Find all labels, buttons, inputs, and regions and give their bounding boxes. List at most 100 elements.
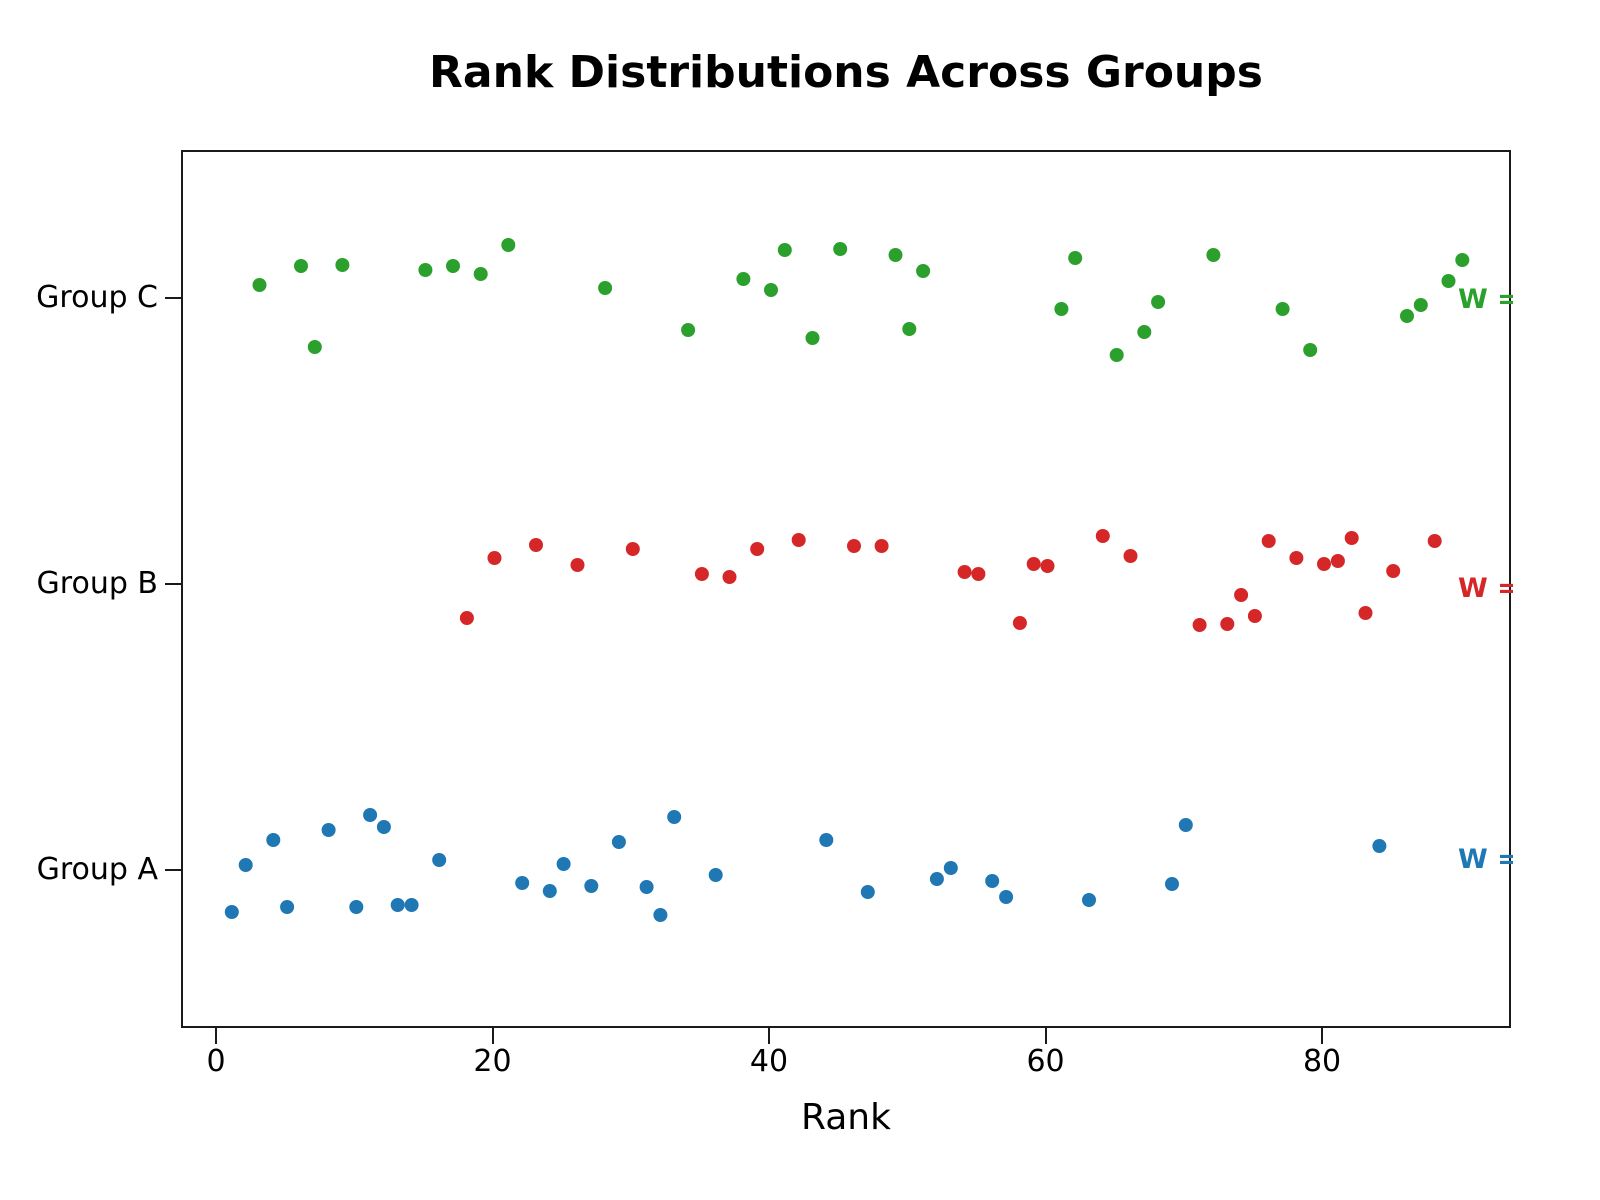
data-point (570, 558, 585, 572)
data-point (501, 238, 516, 252)
data-point (515, 876, 530, 890)
x-tick-mark (1321, 1028, 1324, 1044)
data-point (1330, 554, 1345, 568)
data-point (1054, 302, 1069, 316)
data-point (294, 259, 308, 273)
w-statistic-annotation: W = (1458, 844, 1513, 875)
data-point (1289, 551, 1304, 565)
plot-area: W = W = W = (181, 150, 1513, 1028)
data-point (611, 835, 626, 849)
data-point (1234, 588, 1249, 602)
data-point (1220, 617, 1235, 631)
data-point (1247, 609, 1262, 623)
data-point (1358, 606, 1373, 620)
data-point (584, 879, 599, 893)
data-point (1206, 248, 1221, 262)
data-point (432, 853, 447, 867)
data-point (1413, 298, 1428, 312)
x-tick-label: 80 (1302, 1044, 1342, 1079)
x-tick-mark (768, 1028, 771, 1044)
data-point (1109, 348, 1124, 362)
data-point (238, 858, 253, 872)
data-point (1344, 531, 1359, 545)
data-point (985, 874, 1000, 888)
y-tick-mark (165, 297, 181, 299)
chart-title: Rank Distributions Across Groups (429, 47, 1263, 98)
data-point (473, 267, 488, 281)
data-point (1151, 295, 1166, 309)
plot-canvas: W = W = W = (224, 238, 1513, 922)
data-point (376, 820, 391, 834)
data-point (280, 900, 295, 914)
data-point (653, 908, 668, 922)
y-tick-mark (165, 583, 181, 585)
data-point (390, 898, 405, 912)
data-point (1372, 839, 1387, 853)
data-point (556, 857, 571, 871)
data-point (459, 611, 474, 625)
data-point (1012, 616, 1027, 630)
data-point (957, 565, 972, 579)
data-point (404, 898, 419, 912)
data-point (805, 331, 820, 345)
data-point (1068, 251, 1083, 265)
data-point (349, 900, 364, 914)
data-point (1026, 557, 1041, 571)
data-point (1427, 534, 1442, 548)
y-tick-mark (165, 869, 181, 871)
data-point (750, 542, 765, 556)
data-point (1165, 877, 1179, 891)
data-point (847, 539, 861, 553)
data-point (266, 833, 281, 847)
data-point (860, 885, 875, 899)
data-point (708, 868, 723, 882)
data-point (929, 872, 944, 886)
data-point (487, 551, 502, 565)
data-point (418, 263, 433, 277)
data-point (335, 258, 350, 272)
x-tick-mark (215, 1028, 217, 1044)
data-point (888, 248, 903, 262)
data-point (667, 810, 682, 824)
data-point (321, 823, 336, 837)
data-point (943, 861, 958, 875)
data-point (1386, 564, 1401, 578)
data-point (1178, 818, 1193, 832)
data-point (542, 884, 557, 898)
data-point (363, 808, 378, 822)
data-point (736, 272, 751, 286)
data-point (307, 340, 322, 354)
data-point (902, 322, 917, 336)
data-point (722, 570, 737, 584)
data-point (1317, 557, 1331, 571)
data-point (1400, 309, 1414, 323)
data-point (681, 323, 696, 337)
data-point (819, 833, 834, 847)
x-tick-label: 0 (206, 1044, 226, 1079)
x-tick-mark (1044, 1028, 1047, 1044)
data-point (916, 264, 931, 278)
x-tick-mark (491, 1028, 494, 1044)
w-statistic-annotation: W = (1458, 573, 1513, 604)
data-point (971, 567, 986, 581)
data-point (874, 539, 889, 553)
data-point (1095, 529, 1110, 543)
w-statistic-annotation: W = (1458, 284, 1513, 315)
x-tick-label: 60 (1026, 1044, 1065, 1079)
data-point (598, 281, 613, 295)
data-point (252, 278, 267, 292)
data-point (529, 538, 543, 552)
data-point (1192, 618, 1207, 632)
data-point (1455, 253, 1470, 267)
x-tick-label: 40 (749, 1044, 789, 1079)
data-point (791, 533, 806, 547)
data-point (224, 905, 239, 919)
x-axis-label: Rank (801, 1097, 891, 1138)
data-point (1123, 549, 1138, 563)
data-point (1275, 302, 1290, 316)
data-point (446, 259, 460, 273)
x-tick-label: 20 (473, 1044, 512, 1079)
data-point (639, 880, 654, 894)
data-point (1040, 559, 1055, 573)
